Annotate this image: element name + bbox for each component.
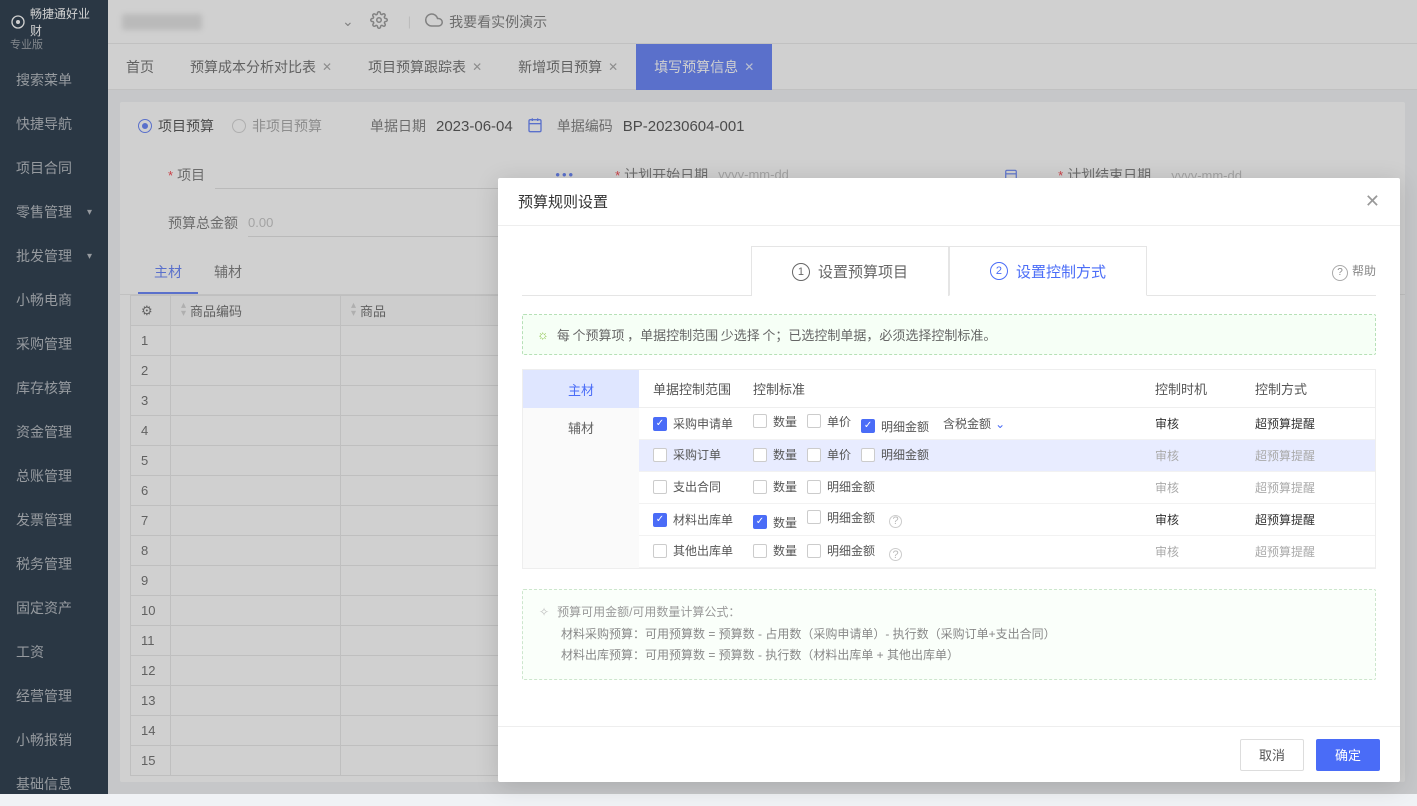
checkbox-数量[interactable]: 数量 (753, 446, 797, 463)
rule-row-3: 材料出库单 数量明细金额? 审核超预算提醒 (639, 504, 1375, 536)
step-tab-1[interactable]: 1 设置预算项目 (751, 246, 949, 296)
budget-rule-modal: 预算规则设置 ✕ 1 设置预算项目 2 设置控制方式 帮助 ☼ 每 个预算项 ，… (498, 178, 1400, 782)
rule-row-4: 其他出库单 数量明细金额? 审核超预算提醒 (639, 536, 1375, 568)
checkbox-单价[interactable]: 单价 (807, 446, 851, 463)
timing: 审核 (1155, 543, 1255, 560)
checkbox-明细金额[interactable]: 明细金额 (861, 418, 929, 435)
modal-body: 1 设置预算项目 2 设置控制方式 帮助 ☼ 每 个预算项 ，单据控制范围 少选… (498, 226, 1400, 726)
modal-header: 预算规则设置 ✕ (498, 178, 1400, 226)
checkbox-icon (807, 544, 821, 558)
checkbox-数量[interactable]: 数量 (753, 478, 797, 495)
checkbox-icon (653, 544, 667, 558)
doc-checkbox[interactable]: 其他出库单 (653, 542, 733, 559)
doc-name: 材料出库单 (673, 511, 733, 528)
doc-checkbox[interactable]: 支出合同 (653, 478, 721, 495)
step-tab-2[interactable]: 2 设置控制方式 (949, 246, 1147, 296)
checkbox-icon (753, 414, 767, 428)
checkbox-icon (861, 448, 875, 462)
method: 超预算提醒 (1255, 511, 1375, 528)
ok-button[interactable]: 确定 (1316, 739, 1380, 771)
checkbox-icon (653, 417, 667, 431)
checkbox-明细金额[interactable]: 明细金额 (807, 478, 875, 495)
checkbox-单价[interactable]: 单价 (807, 413, 851, 430)
checkbox-数量[interactable]: 数量 (753, 514, 797, 531)
step-tab-label: 设置控制方式 (1016, 261, 1106, 282)
rule-table: 单据控制范围 控制标准 控制时机 控制方式 采购申请单数量单价明细金额含税金额⌄… (639, 370, 1375, 568)
checkbox-明细金额[interactable]: 明细金额 (861, 446, 929, 463)
rule-row-0: 采购申请单 数量单价明细金额含税金额 ⌄ 审核超预算提醒 (639, 408, 1375, 440)
checkbox-数量[interactable]: 数量 (753, 413, 797, 430)
method: 超预算提醒 (1255, 543, 1375, 560)
timing: 审核 (1155, 511, 1255, 528)
rule-col-timing: 控制时机 (1155, 379, 1255, 398)
rule-col-doc: 单据控制范围 (639, 379, 743, 398)
modal-title: 预算规则设置 (518, 191, 608, 212)
tip-text: 每 个预算项 ，单据控制范围 少选择 个；已选控制单据，必须选择控制标准。 (557, 325, 996, 344)
checkbox-icon (753, 515, 767, 529)
lightbulb-icon: ✧ (539, 605, 549, 619)
rule-side-tabs: 主材 辅材 (523, 370, 639, 568)
method: 超预算提醒 (1255, 447, 1375, 464)
formula-box: ✧ 预算可用金额/可用数量计算公式： 材料采购预算：可用预算数 = 预算数 - 占… (522, 589, 1376, 680)
rule-area: 主材 辅材 单据控制范围 控制标准 控制时机 控制方式 采购申请单数量单价明细金… (522, 369, 1376, 569)
step-number-icon: 1 (792, 263, 810, 281)
checkbox-数量[interactable]: 数量 (753, 542, 797, 559)
rule-row-1: 采购订单 数量单价明细金额 审核超预算提醒 (639, 440, 1375, 472)
timing: 审核 (1155, 447, 1255, 464)
checkbox-icon (807, 448, 821, 462)
checkbox-icon (861, 419, 875, 433)
rule-row-2: 支出合同 数量明细金额 审核超预算提醒 (639, 472, 1375, 504)
step-number-icon: 2 (990, 262, 1008, 280)
checkbox-明细金额[interactable]: 明细金额 (807, 509, 875, 526)
doc-name: 采购申请单 (673, 415, 733, 432)
rule-col-method: 控制方式 (1255, 379, 1375, 398)
checkbox-icon (807, 480, 821, 494)
rule-table-head: 单据控制范围 控制标准 控制时机 控制方式 (639, 370, 1375, 408)
help-link[interactable]: 帮助 (1332, 262, 1376, 281)
modal-footer: 取消 确定 (498, 726, 1400, 782)
formula-title: 预算可用金额/可用数量计算公式： (557, 605, 740, 619)
step-tabs: 1 设置预算项目 2 设置控制方式 帮助 (522, 246, 1376, 296)
tip-box: ☼ 每 个预算项 ，单据控制范围 少选择 个；已选控制单据，必须选择控制标准。 (522, 314, 1376, 355)
formula-line: 材料采购预算：可用预算数 = 预算数 - 占用数（采购申请单）- 执行数（采购订… (539, 624, 1359, 646)
checkbox-明细金额[interactable]: 明细金额 (807, 542, 875, 559)
info-icon[interactable]: ? (889, 548, 902, 561)
doc-name: 支出合同 (673, 478, 721, 495)
formula-line: 材料出库预算：可用预算数 = 预算数 - 执行数（材料出库单 + 其他出库单） (539, 645, 1359, 667)
method: 超预算提醒 (1255, 415, 1375, 432)
checkbox-icon (653, 513, 667, 527)
timing: 审核 (1155, 479, 1255, 496)
extra-label: 含税金额 (943, 417, 991, 431)
info-icon[interactable]: ? (889, 515, 902, 528)
checkbox-icon (753, 480, 767, 494)
step-tab-label: 设置预算项目 (818, 261, 908, 282)
cancel-button[interactable]: 取消 (1240, 739, 1304, 771)
method: 超预算提醒 (1255, 479, 1375, 496)
rule-side-aux[interactable]: 辅材 (523, 408, 639, 446)
checkbox-icon (753, 448, 767, 462)
checkbox-icon (807, 510, 821, 524)
chevron-down-icon[interactable]: ⌄ (995, 417, 1005, 431)
doc-name: 采购订单 (673, 446, 721, 463)
doc-checkbox[interactable]: 采购申请单 (653, 415, 733, 432)
checkbox-icon (807, 414, 821, 428)
close-icon[interactable]: ✕ (1365, 191, 1380, 212)
doc-name: 其他出库单 (673, 542, 733, 559)
rule-col-standard: 控制标准 (743, 379, 1155, 398)
checkbox-icon (753, 544, 767, 558)
timing: 审核 (1155, 415, 1255, 432)
doc-checkbox[interactable]: 采购订单 (653, 446, 721, 463)
doc-checkbox[interactable]: 材料出库单 (653, 511, 733, 528)
lightbulb-icon: ☼ (537, 327, 549, 342)
checkbox-icon (653, 480, 667, 494)
rule-side-main[interactable]: 主材 (523, 370, 639, 408)
checkbox-icon (653, 448, 667, 462)
